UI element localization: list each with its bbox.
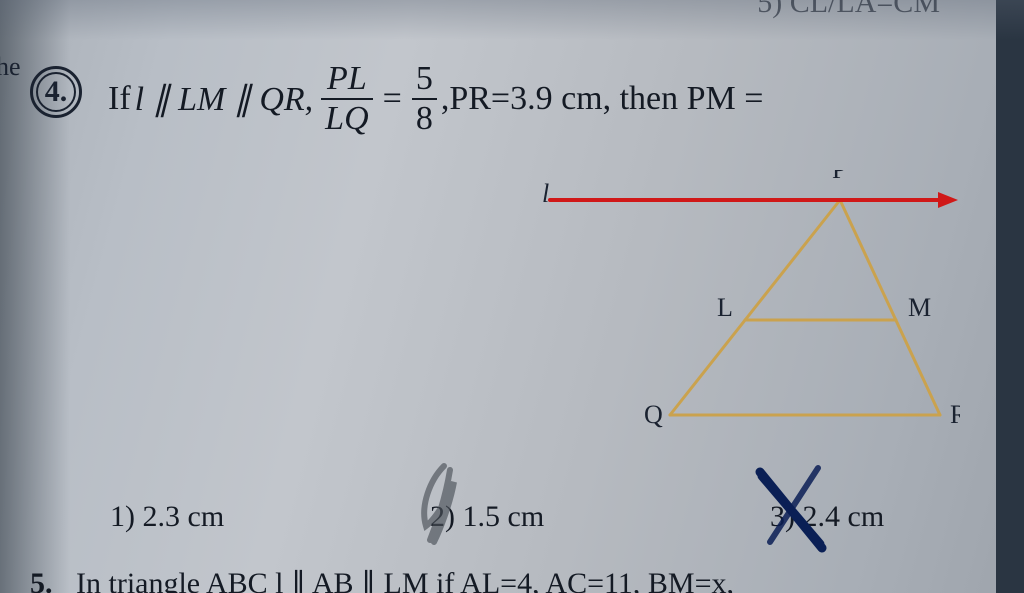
q-parallel: l ∥ LM ∥ QR,: [135, 79, 314, 119]
svg-text:L: L: [717, 293, 733, 322]
question-number: 4.: [45, 75, 68, 109]
question-number-circle-outer: 4.: [30, 66, 82, 118]
option-3-text: 2.4 cm: [803, 500, 885, 533]
page-shadow-right: [996, 0, 1024, 593]
partial-prev-line: 5) CL/LA=CM: [20, 0, 1000, 20]
comma-1: ,: [441, 80, 450, 118]
partial-prev-text: 5) CL/LA=CM: [757, 0, 940, 20]
frac2-num: 5: [412, 62, 437, 96]
svg-text:Q: Q: [644, 400, 663, 429]
svg-text:M: M: [908, 293, 931, 322]
svg-text:R: R: [950, 400, 960, 429]
option-2-num: 2): [430, 500, 455, 533]
q-prefix: If: [108, 80, 131, 118]
diagram-svg: P Q R L Ml: [540, 170, 960, 440]
q-pr-statement: PR=3.9 cm, then PM =: [449, 80, 763, 118]
svg-text:P: P: [832, 170, 846, 184]
question-number-circle-inner: 4.: [36, 72, 76, 112]
option-2: 2) 1.5 cm: [430, 500, 544, 534]
option-1-num: 1): [110, 500, 135, 533]
option-1-text: 2.3 cm: [143, 500, 225, 533]
geometry-diagram: P Q R L Ml: [540, 170, 960, 440]
frac1-den: LQ: [321, 102, 372, 136]
partial-next-question: 5. In triangle ABC l ∥ AB ∥ LM if AL=4, …: [30, 566, 734, 593]
frac2-den: 8: [412, 102, 437, 136]
option-3-num: 3): [770, 500, 795, 533]
option-1: 1) 2.3 cm: [110, 500, 224, 534]
option-2-text: 1.5 cm: [463, 500, 545, 533]
fraction-5-8: 5 8: [412, 62, 437, 136]
frac1-num: PL: [323, 62, 371, 96]
svg-text:l: l: [542, 179, 549, 208]
next-q-num: 5.: [30, 567, 53, 593]
next-q-text: In triangle ABC l ∥ AB ∥ LM if AL=4, AC=…: [76, 567, 734, 593]
fraction-pl-lq: PL LQ: [321, 62, 372, 136]
margin-fragment: he: [0, 52, 21, 82]
equals-1: =: [383, 80, 402, 118]
question-text: If l ∥ LM ∥ QR, PL LQ = 5 8 , PR=3.9 cm,…: [108, 62, 763, 136]
option-3: 3) 2.4 cm: [770, 500, 884, 534]
